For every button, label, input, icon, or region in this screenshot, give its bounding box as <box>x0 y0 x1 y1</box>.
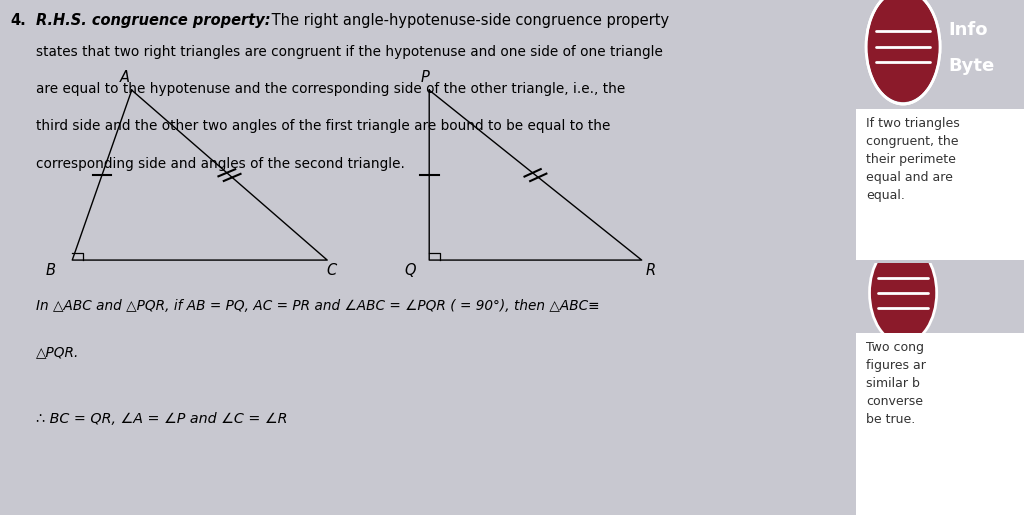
FancyBboxPatch shape <box>856 333 1024 515</box>
Text: corresponding side and angles of the second triangle.: corresponding side and angles of the sec… <box>36 157 404 170</box>
Text: P: P <box>421 70 429 85</box>
Circle shape <box>867 0 938 101</box>
FancyBboxPatch shape <box>856 109 1024 260</box>
Text: B: B <box>46 263 56 278</box>
Text: R.H.S. congruence property:: R.H.S. congruence property: <box>36 13 270 28</box>
Text: △PQR.: △PQR. <box>36 345 79 359</box>
Circle shape <box>869 243 937 344</box>
Text: ∴ BC = QR, ∠A = ∠P and ∠C = ∠R: ∴ BC = QR, ∠A = ∠P and ∠C = ∠R <box>36 412 287 426</box>
Text: In △ABC and △PQR, if AB = PQ, AC = PR and ∠ABC = ∠PQR ( = 90°), then △ABC≡: In △ABC and △PQR, if AB = PQ, AC = PR an… <box>36 299 599 313</box>
Text: A: A <box>120 70 130 85</box>
Text: states that two right triangles are congruent if the hypotenuse and one side of : states that two right triangles are cong… <box>36 45 663 59</box>
Text: If two triangles
congruent, the
their perimete
equal and are
equal.: If two triangles congruent, the their pe… <box>866 117 959 202</box>
Text: 4.: 4. <box>10 13 26 28</box>
Text: Two cong
figures ar
similar b
converse
be true.: Two cong figures ar similar b converse b… <box>866 341 926 426</box>
Text: R: R <box>645 263 655 278</box>
Text: Byte: Byte <box>948 57 994 75</box>
Text: Q: Q <box>404 263 417 278</box>
Text: are equal to the hypotenuse and the corresponding side of the other triangle, i.: are equal to the hypotenuse and the corr… <box>36 82 625 96</box>
Text: C: C <box>327 263 337 278</box>
Text: Info: Info <box>948 21 988 39</box>
Text: The right angle-hypotenuse-side congruence property: The right angle-hypotenuse-side congruen… <box>267 13 669 28</box>
Text: third side and the other two angles of the first triangle are bound to be equal : third side and the other two angles of t… <box>36 119 610 133</box>
